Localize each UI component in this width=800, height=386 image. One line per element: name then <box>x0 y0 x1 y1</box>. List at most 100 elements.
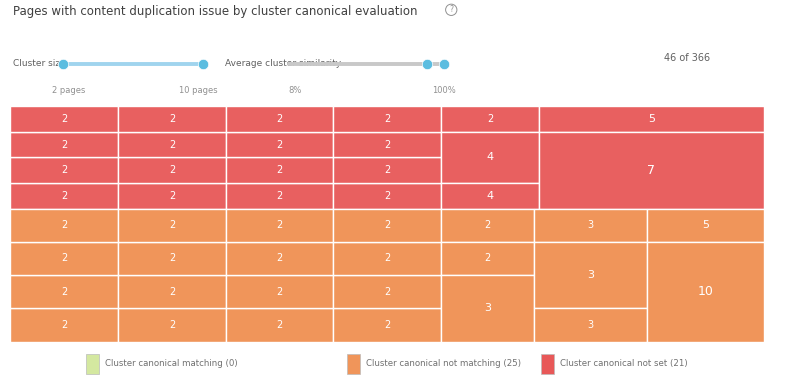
Text: 3: 3 <box>587 320 594 330</box>
Text: 2: 2 <box>169 140 175 149</box>
Text: 2: 2 <box>61 320 67 330</box>
Bar <box>226 132 334 157</box>
Text: 2: 2 <box>169 287 175 297</box>
Bar <box>118 106 226 132</box>
Text: 2: 2 <box>61 254 67 264</box>
Text: 2: 2 <box>61 114 67 124</box>
Bar <box>86 354 99 374</box>
Bar <box>226 208 334 242</box>
Text: 4: 4 <box>486 191 494 201</box>
Text: Average cluster similarity: Average cluster similarity <box>225 59 342 68</box>
Text: 2: 2 <box>61 220 67 230</box>
Text: 2: 2 <box>61 191 67 201</box>
Text: 2: 2 <box>277 220 282 230</box>
Text: 2: 2 <box>277 254 282 264</box>
Bar <box>10 157 118 183</box>
Bar <box>441 275 534 342</box>
Text: 2: 2 <box>169 220 175 230</box>
Bar <box>539 106 764 132</box>
Bar <box>534 242 646 308</box>
Text: 2: 2 <box>277 114 282 124</box>
Bar <box>226 183 334 208</box>
Text: 2: 2 <box>384 220 390 230</box>
Text: 7: 7 <box>647 164 655 177</box>
Text: 2: 2 <box>277 191 282 201</box>
Bar <box>441 106 539 132</box>
Bar <box>541 354 554 374</box>
Text: 2: 2 <box>61 287 67 297</box>
Bar <box>441 183 539 208</box>
Bar <box>118 242 226 275</box>
Text: 2: 2 <box>484 220 490 230</box>
Text: 5: 5 <box>702 220 709 230</box>
Bar <box>118 132 226 157</box>
Text: 8%: 8% <box>289 86 302 95</box>
Text: 2 pages: 2 pages <box>53 86 86 95</box>
Bar <box>334 132 441 157</box>
Text: 2: 2 <box>384 191 390 201</box>
Text: 3: 3 <box>586 270 594 280</box>
Text: Cluster size: Cluster size <box>13 59 66 68</box>
Bar <box>10 242 118 275</box>
Text: 2: 2 <box>484 254 490 264</box>
Text: 10 pages: 10 pages <box>179 86 218 95</box>
Bar <box>226 242 334 275</box>
Text: 2: 2 <box>169 191 175 201</box>
Bar <box>334 275 441 308</box>
Text: 2: 2 <box>277 320 282 330</box>
Text: 2: 2 <box>61 165 67 175</box>
Text: 3: 3 <box>587 220 594 230</box>
Text: 2: 2 <box>487 114 493 124</box>
Text: Cluster canonical not set (21): Cluster canonical not set (21) <box>560 359 688 368</box>
Bar <box>226 308 334 342</box>
Text: 2: 2 <box>277 287 282 297</box>
Text: 2: 2 <box>384 254 390 264</box>
Text: 2: 2 <box>384 320 390 330</box>
Text: 2: 2 <box>384 114 390 124</box>
Bar <box>226 275 334 308</box>
Text: 5: 5 <box>648 114 655 124</box>
Bar <box>347 354 360 374</box>
Text: 2: 2 <box>169 320 175 330</box>
Text: 2: 2 <box>169 114 175 124</box>
Text: 46 of 366: 46 of 366 <box>664 53 710 63</box>
Bar <box>534 208 646 242</box>
Text: 2: 2 <box>277 140 282 149</box>
Text: 4: 4 <box>486 152 494 163</box>
Text: ?: ? <box>450 5 454 14</box>
Text: 100%: 100% <box>432 86 455 95</box>
Bar <box>10 308 118 342</box>
Text: 2: 2 <box>384 165 390 175</box>
Bar <box>646 242 764 342</box>
Text: 2: 2 <box>61 140 67 149</box>
Text: 2: 2 <box>384 140 390 149</box>
Text: Cluster canonical matching (0): Cluster canonical matching (0) <box>105 359 238 368</box>
Bar <box>334 242 441 275</box>
Bar <box>118 157 226 183</box>
Bar <box>118 275 226 308</box>
Bar <box>334 308 441 342</box>
Text: 2: 2 <box>384 287 390 297</box>
Bar <box>334 106 441 132</box>
Bar <box>118 183 226 208</box>
Bar <box>441 132 539 183</box>
Text: 2: 2 <box>277 165 282 175</box>
Bar <box>334 183 441 208</box>
Bar <box>539 132 764 208</box>
Bar <box>334 157 441 183</box>
Text: 3: 3 <box>484 303 491 313</box>
Bar <box>10 183 118 208</box>
Text: Cluster canonical not matching (25): Cluster canonical not matching (25) <box>366 359 521 368</box>
Bar <box>10 275 118 308</box>
Bar <box>441 242 534 275</box>
Bar <box>226 157 334 183</box>
Text: Pages with content duplication issue by cluster canonical evaluation: Pages with content duplication issue by … <box>13 5 417 18</box>
Bar <box>118 308 226 342</box>
Bar <box>534 308 646 342</box>
Bar <box>226 106 334 132</box>
Text: 2: 2 <box>169 165 175 175</box>
Bar <box>646 208 764 242</box>
Bar <box>10 132 118 157</box>
Bar <box>10 106 118 132</box>
Text: 2: 2 <box>169 254 175 264</box>
